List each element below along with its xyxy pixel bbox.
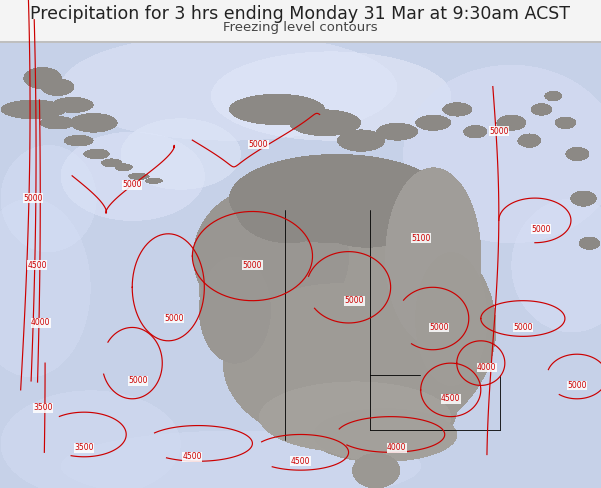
- Text: 4500: 4500: [291, 457, 310, 466]
- Text: 5000: 5000: [567, 381, 587, 390]
- Text: 4500: 4500: [441, 394, 460, 403]
- Text: 5000: 5000: [345, 296, 364, 305]
- Text: 5000: 5000: [249, 140, 268, 149]
- Text: 4000: 4000: [31, 319, 50, 327]
- Text: 5100: 5100: [411, 234, 430, 243]
- Text: 5000: 5000: [129, 376, 148, 386]
- Text: Precipitation for 3 hrs ending Monday 31 Mar at 9:30am ACST: Precipitation for 3 hrs ending Monday 31…: [31, 5, 570, 23]
- Text: 5000: 5000: [243, 261, 262, 269]
- Text: 4000: 4000: [477, 363, 496, 372]
- Text: 4000: 4000: [387, 444, 406, 452]
- Text: 5000: 5000: [123, 180, 142, 189]
- Text: 5000: 5000: [531, 225, 551, 234]
- Text: 5000: 5000: [23, 194, 43, 203]
- Text: 5000: 5000: [489, 127, 508, 136]
- Text: 5000: 5000: [429, 323, 448, 332]
- Text: 5000: 5000: [513, 323, 532, 332]
- Text: 3500: 3500: [75, 444, 94, 452]
- Text: 4500: 4500: [183, 452, 202, 461]
- Text: Freezing level contours: Freezing level contours: [223, 21, 378, 35]
- Text: 3500: 3500: [34, 403, 53, 412]
- Text: 5000: 5000: [165, 314, 184, 323]
- Text: 4500: 4500: [28, 261, 47, 269]
